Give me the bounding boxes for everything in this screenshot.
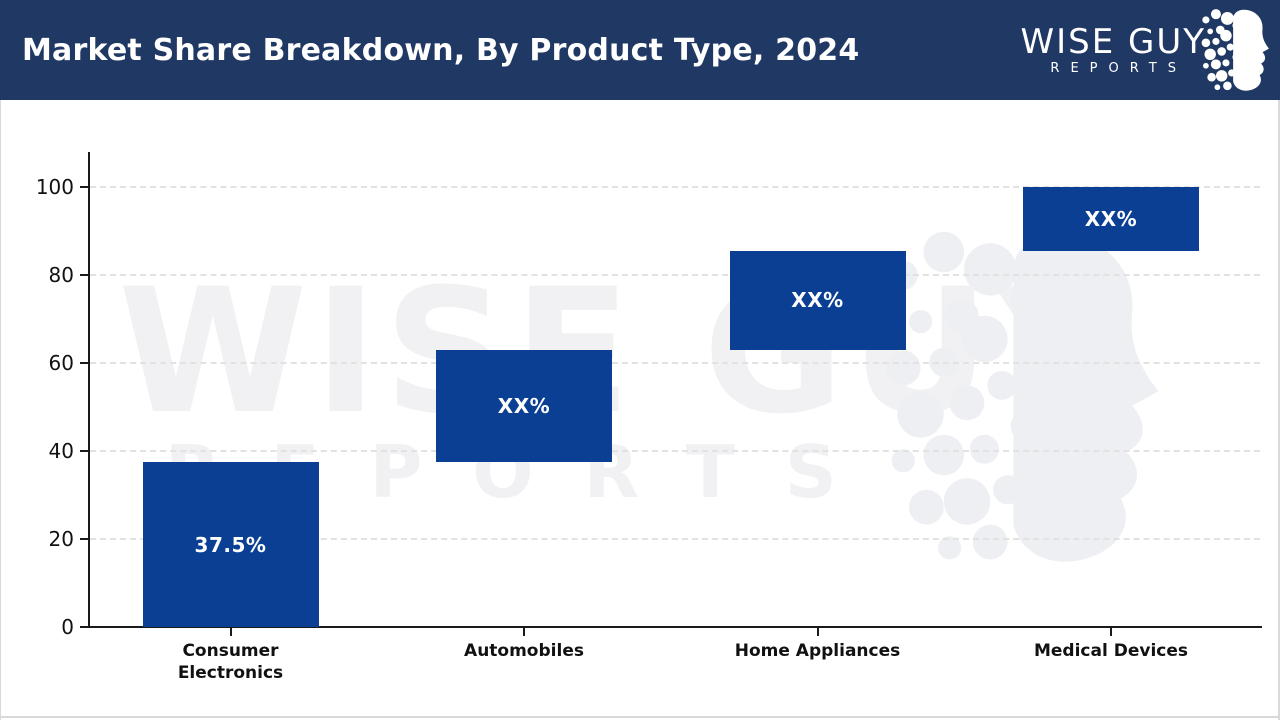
page-border-left bbox=[0, 100, 1, 720]
bar-value-label: XX% bbox=[791, 288, 844, 313]
x-axis-tick bbox=[816, 628, 819, 636]
bar-automobiles: XX% bbox=[436, 349, 612, 462]
bar-value-label: XX% bbox=[1084, 206, 1138, 231]
wiseguy-reports-logo: WISE GUY REPORTS bbox=[1020, 7, 1280, 93]
y-tick-label: 80 bbox=[48, 263, 74, 287]
x-category-label: Consumer Electronics bbox=[177, 641, 284, 683]
y-axis-tick bbox=[80, 626, 88, 628]
y-axis-line bbox=[88, 152, 90, 628]
x-category-label: Home Appliances bbox=[734, 641, 901, 661]
y-axis-tick bbox=[80, 538, 88, 540]
page-border-right bbox=[1278, 100, 1280, 720]
y-tick-label: 100 bbox=[35, 175, 74, 199]
page-border-bottom bbox=[0, 716, 1280, 718]
logo-reports-label: REPORTS bbox=[1050, 61, 1188, 76]
gridline-y80 bbox=[90, 274, 1260, 276]
logo-wiseguy-label: WISE GUY bbox=[1020, 22, 1206, 62]
x-axis-tick bbox=[229, 628, 232, 636]
gridline-y40 bbox=[90, 450, 1260, 452]
x-axis-tick bbox=[1110, 628, 1112, 636]
gridline-y60 bbox=[90, 362, 1260, 364]
x-axis-line bbox=[88, 626, 1262, 628]
y-axis-tick bbox=[80, 186, 88, 188]
logo-text: WISE GUY REPORTS bbox=[1020, 24, 1206, 76]
bar-value-label: 37.5% bbox=[194, 532, 267, 557]
bar-consumer-electronics: 37.5% bbox=[142, 462, 319, 627]
bar-home-appliances: XX% bbox=[729, 250, 906, 350]
y-tick-label: 40 bbox=[48, 439, 74, 463]
y-tick-label: 20 bbox=[48, 527, 74, 551]
y-axis-tick bbox=[80, 362, 88, 364]
x-axis-tick bbox=[523, 628, 525, 636]
y-axis-tick bbox=[80, 450, 88, 452]
gridline-y20 bbox=[90, 538, 1260, 540]
x-category-label: Automobiles bbox=[464, 641, 584, 661]
y-tick-label: 0 bbox=[61, 615, 74, 639]
header-banner: Market Share Breakdown, By Product Type,… bbox=[0, 0, 1280, 100]
gridline-y100 bbox=[90, 186, 1260, 188]
x-category-label: Medical Devices bbox=[1033, 641, 1188, 661]
logo-dothead-icon bbox=[1201, 9, 1269, 91]
bar-medical-devices: XX% bbox=[1023, 187, 1199, 251]
y-axis-tick bbox=[80, 274, 88, 276]
chart-title: Market Share Breakdown, By Product Type,… bbox=[22, 32, 860, 68]
y-tick-label: 60 bbox=[48, 351, 74, 375]
bar-value-label: XX% bbox=[497, 393, 551, 418]
